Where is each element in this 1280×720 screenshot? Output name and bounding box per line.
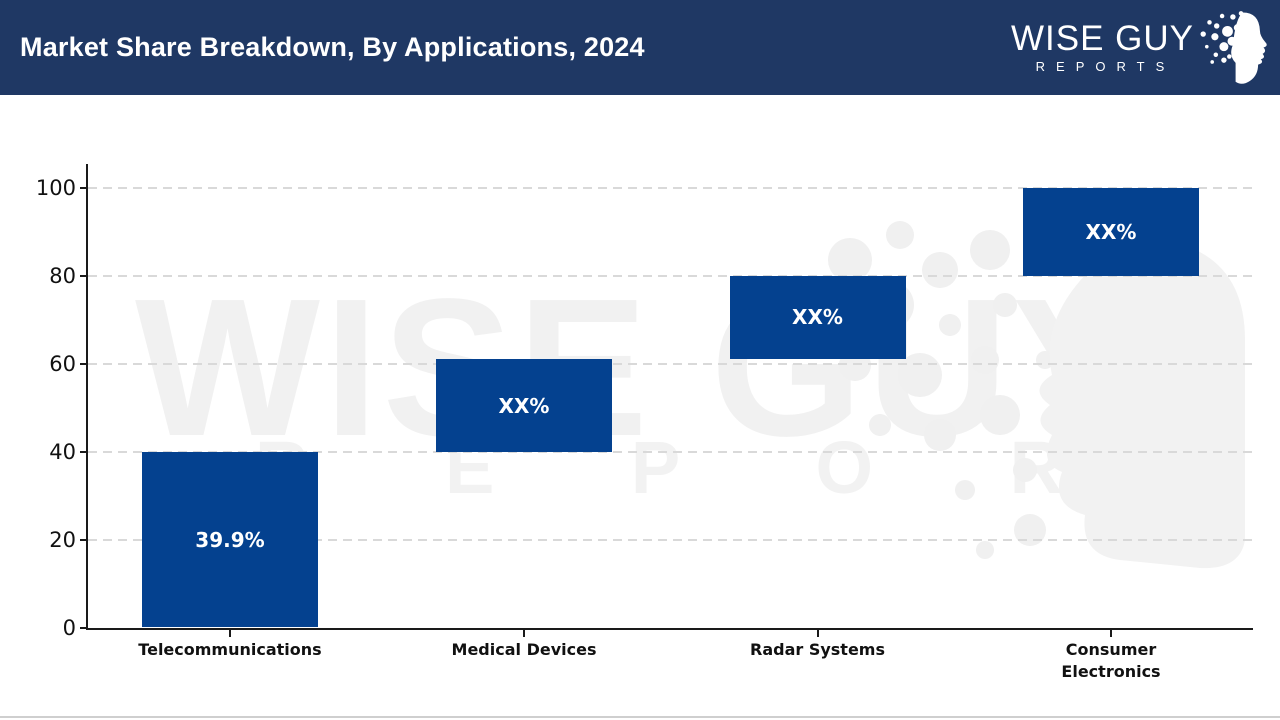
y-gridline <box>88 538 1253 541</box>
y-axis-tick-label: 40 <box>49 439 76 464</box>
y-axis-tick-label: 100 <box>35 175 76 200</box>
y-axis-tick-mark <box>80 274 88 277</box>
y-axis-tick-mark <box>80 450 88 453</box>
header-banner: Market Share Breakdown, By Applications,… <box>0 0 1280 95</box>
x-axis-category-label: Radar Systems <box>750 640 885 659</box>
market-share-bar: XX% <box>436 359 612 453</box>
bottom-divider <box>0 716 1280 718</box>
bar-value-label: XX% <box>1085 219 1137 244</box>
market-share-bar: XX% <box>729 275 906 360</box>
x-axis-category-label: Consumer Electronics <box>1061 640 1161 681</box>
y-gridline <box>88 274 1253 277</box>
y-axis-tick-mark <box>80 362 88 365</box>
x-axis-tick-mark <box>1110 630 1112 637</box>
bar-value-label: 39.9% <box>195 527 265 552</box>
y-axis-tick-mark <box>80 626 88 629</box>
y-axis-tick-mark <box>80 186 88 189</box>
y-gridline <box>88 186 1253 189</box>
x-axis-tick-mark <box>229 630 231 637</box>
bar-value-label: XX% <box>498 393 550 418</box>
y-axis-tick-label: 80 <box>49 263 76 288</box>
y-axis-tick-label: 60 <box>49 351 76 376</box>
x-axis-line <box>86 627 1253 630</box>
brand-logo-text: WISE GUY REPORTS <box>1011 21 1194 74</box>
market-share-bar: 39.9% <box>142 452 318 628</box>
x-axis-tick-mark <box>523 630 525 637</box>
brand-logo: WISE GUY REPORTS <box>1011 0 1268 95</box>
x-axis-category-label: Medical Devices <box>451 640 597 659</box>
brand-name: WISE GUY <box>1010 19 1194 58</box>
x-axis-category-label: Telecommunications <box>138 640 322 659</box>
y-axis-tick-mark <box>80 538 88 541</box>
market-share-bar: XX% <box>1023 187 1199 276</box>
y-gridline <box>88 450 1253 453</box>
page-title: Market Share Breakdown, By Applications,… <box>20 32 645 62</box>
brand-face-icon <box>1200 10 1267 84</box>
brand-subname: REPORTS <box>1035 59 1176 74</box>
y-gridline <box>88 362 1253 365</box>
y-axis-tick-label: 20 <box>49 527 76 552</box>
watermark-face-silhouette <box>1039 240 1245 569</box>
bar-value-label: XX% <box>792 305 843 330</box>
y-axis-line <box>86 164 88 630</box>
x-axis-tick-mark <box>816 630 819 637</box>
y-axis-tick-label: 0 <box>62 615 76 640</box>
